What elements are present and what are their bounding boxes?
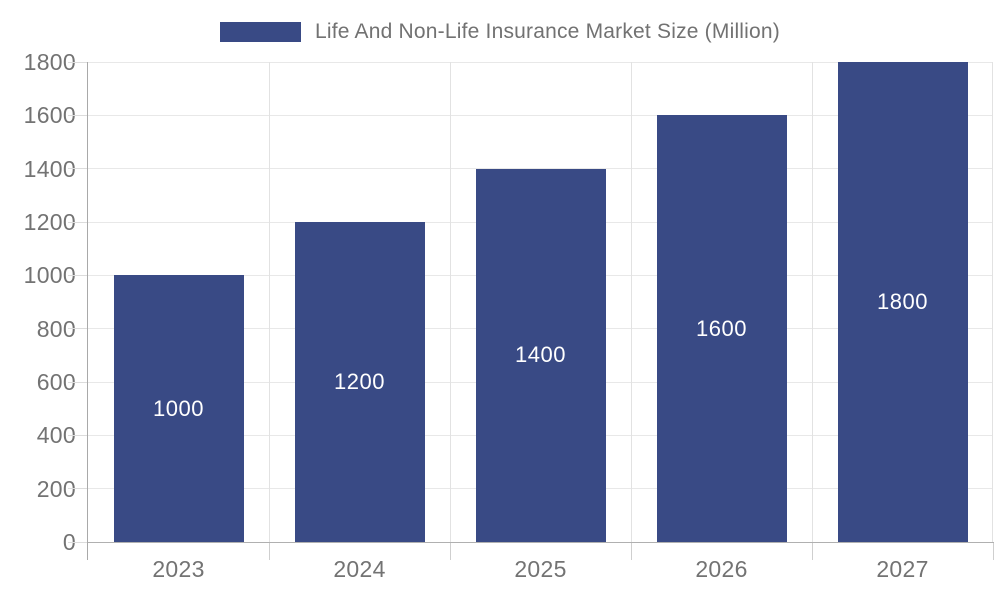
bar: 1800 <box>837 62 968 542</box>
y-axis-tick <box>68 434 88 436</box>
y-axis-tick-label: 1800 <box>23 49 76 75</box>
gridline-vertical <box>811 62 813 542</box>
y-axis-tick-label: 400 <box>36 422 76 449</box>
gridline-vertical <box>268 62 270 542</box>
x-axis-tick-label: 2027 <box>876 556 929 582</box>
y-axis-tick-label: 1600 <box>23 102 76 129</box>
gridline-vertical <box>992 62 993 542</box>
gridline-vertical <box>449 62 451 542</box>
bar: 1600 <box>656 115 787 542</box>
y-axis-tick-label: 1400 <box>23 155 76 182</box>
bar-value-label: 1400 <box>515 342 566 368</box>
bar: 1200 <box>294 222 425 542</box>
x-axis-tick-label: 2026 <box>695 556 748 582</box>
bar: 1000 <box>113 275 244 542</box>
bar-value-label: 1800 <box>877 289 928 314</box>
bar-value-label: 1200 <box>334 369 385 394</box>
y-axis-tick-label: 800 <box>36 315 76 342</box>
legend-swatch-icon <box>219 22 301 42</box>
y-axis-tick <box>68 221 88 223</box>
y-axis-tick-label: 600 <box>36 369 76 395</box>
legend[interactable]: Life And Non-Life Insurance Market Size … <box>0 19 1000 45</box>
x-axis-tick-label: 2023 <box>152 556 205 582</box>
gridline-horizontal <box>88 114 993 116</box>
gridline-vertical <box>630 62 632 542</box>
x-axis-tick <box>449 542 451 560</box>
x-axis-tick <box>630 542 632 560</box>
y-axis-tick <box>68 61 88 63</box>
y-axis-tick <box>68 168 88 170</box>
y-axis-tick-label: 0 <box>62 529 76 555</box>
y-axis-tick <box>68 274 88 276</box>
x-axis-line <box>88 542 994 543</box>
y-axis-tick <box>68 114 88 116</box>
plot-area: 1000 1200 1400 1600 1800 <box>88 61 993 542</box>
bar: 1400 <box>475 168 606 542</box>
y-axis-tick <box>68 488 88 490</box>
y-axis-tick-label: 1000 <box>23 262 76 289</box>
y-axis-tick <box>68 381 88 383</box>
x-axis-tick-label: 2025 <box>514 556 567 582</box>
y-axis-tick <box>68 328 88 330</box>
x-axis-tick <box>992 542 994 560</box>
x-axis-tick <box>268 542 270 560</box>
gridline-horizontal <box>88 61 993 63</box>
y-axis-line <box>87 62 88 560</box>
bar-value-label: 1000 <box>153 395 204 421</box>
y-axis-tick <box>68 541 88 543</box>
x-axis-tick-label: 2024 <box>333 556 386 582</box>
y-axis-tick-label: 1200 <box>23 209 76 235</box>
y-axis-tick-label: 200 <box>36 475 76 502</box>
legend-label: Life And Non-Life Insurance Market Size … <box>314 20 780 43</box>
bar-value-label: 1600 <box>696 315 747 341</box>
x-axis-tick <box>811 542 813 560</box>
